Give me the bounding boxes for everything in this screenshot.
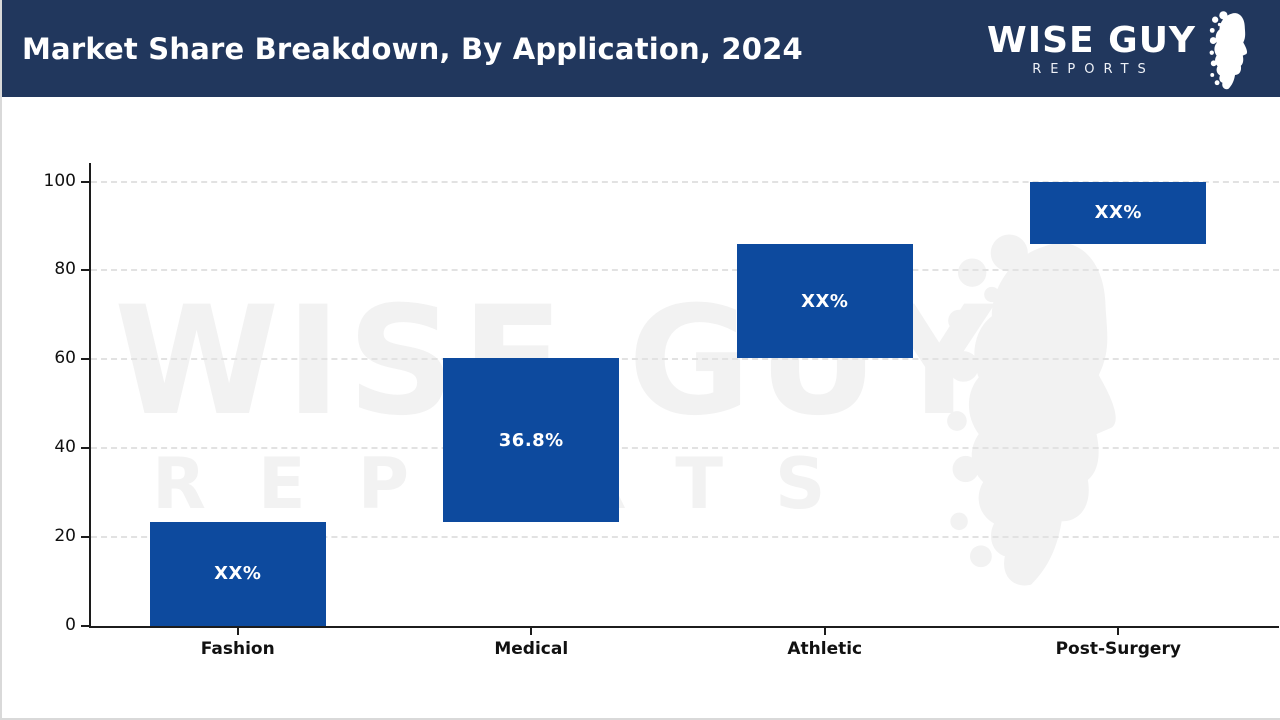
header-bar: Market Share Breakdown, By Application, … xyxy=(2,0,1280,97)
y-tick xyxy=(81,180,89,183)
bar-fashion: XX% xyxy=(149,521,326,626)
x-category-label: Athletic xyxy=(787,639,863,659)
page-title: Market Share Breakdown, By Application, … xyxy=(22,31,803,66)
bar-value-label: XX% xyxy=(1094,202,1142,224)
bar-medical: 36.8% xyxy=(443,358,620,522)
x-tick xyxy=(1117,628,1120,635)
bar-value-label: 36.8% xyxy=(498,429,564,451)
x-tick xyxy=(530,628,533,635)
logo-text: WISE GUY REPORTS xyxy=(986,19,1196,77)
y-tick xyxy=(81,269,89,272)
y-gridline xyxy=(91,269,1279,272)
x-category-label: Fashion xyxy=(200,639,275,659)
y-tick xyxy=(81,358,89,361)
bar-value-label: XX% xyxy=(801,290,849,312)
y-tick xyxy=(81,447,89,450)
y-gridline xyxy=(91,536,1279,539)
y-tick-label: 100 xyxy=(43,170,76,191)
chart-canvas: WISE GUY REPORTS 020406080100XX%Fashion3… xyxy=(2,97,1280,718)
x-tick xyxy=(823,628,826,635)
bar-post-surgery: XX% xyxy=(1030,181,1207,244)
y-gridline xyxy=(91,180,1279,183)
y-tick-label: 40 xyxy=(54,437,76,458)
y-tick xyxy=(81,536,89,539)
y-tick-label: 80 xyxy=(54,259,76,280)
x-category-label: Medical xyxy=(494,639,569,659)
wise-guy-reports-logo: WISE GUY REPORTS xyxy=(987,10,1264,90)
y-tick-label: 60 xyxy=(54,348,76,369)
logo-wordmark: WISE GUY xyxy=(986,19,1196,61)
watermark-dotted-head xyxy=(947,234,1116,586)
y-gridline xyxy=(91,358,1279,361)
bar-value-label: XX% xyxy=(214,563,262,585)
y-axis-line xyxy=(89,163,91,628)
y-tick-label: 20 xyxy=(54,526,76,547)
logo-subtitle: REPORTS xyxy=(1032,61,1155,77)
dotted-head-icon xyxy=(1209,10,1248,89)
y-tick-label: 0 xyxy=(65,615,76,635)
x-category-label: Post-Surgery xyxy=(1055,639,1181,659)
bar-athletic: XX% xyxy=(736,243,913,359)
y-tick xyxy=(81,625,89,627)
x-axis-line xyxy=(89,626,1279,628)
x-tick xyxy=(236,628,239,635)
y-gridline xyxy=(91,447,1279,450)
